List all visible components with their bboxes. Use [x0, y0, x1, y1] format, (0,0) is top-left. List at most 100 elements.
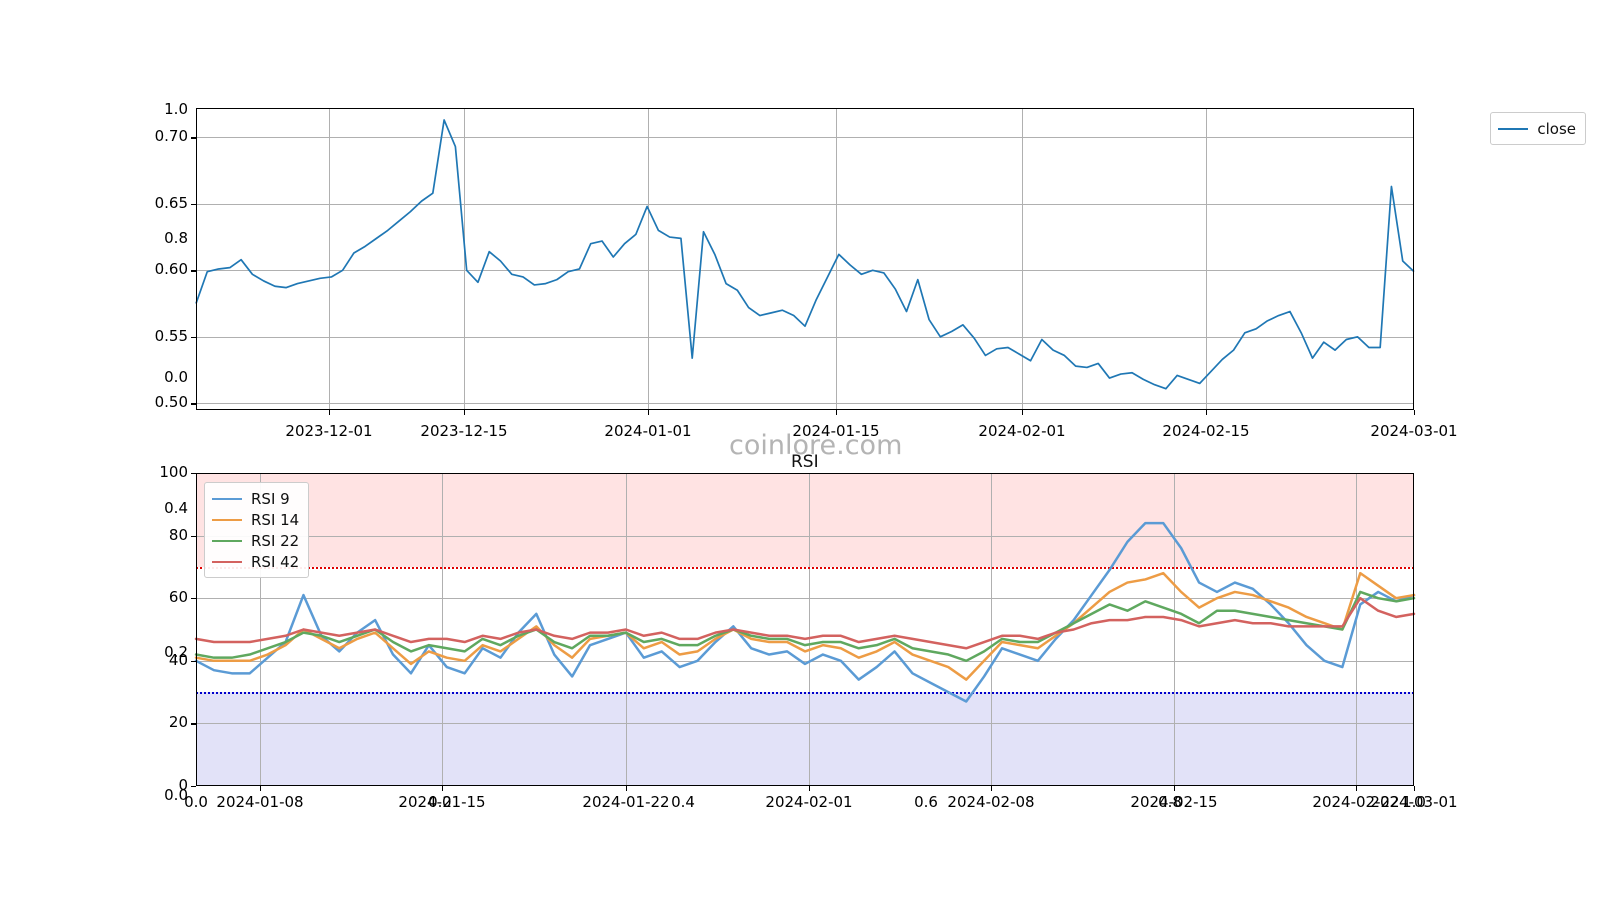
legend-line-swatch-icon [212, 539, 242, 542]
rsi-x-tick-label: 2024-01-22 [582, 793, 670, 811]
price-x-tickmark [836, 410, 838, 415]
rsi-y-tick-label: 80 [168, 525, 188, 544]
price-gridline-h [196, 270, 1414, 272]
rsi-gridline-v [1174, 473, 1175, 786]
price-line-close [195, 119, 1415, 390]
rsi-x-tick-label: 2024-02-01 [765, 793, 853, 811]
rsi-gridline-v [260, 473, 261, 786]
rsi-y-tickmark [191, 660, 196, 663]
rsi-x-tickmark [442, 786, 444, 791]
price-y-tickmark [191, 270, 196, 272]
rsi-y-tick-label-secondary: 0.4 [164, 499, 188, 517]
legend-line-swatch-icon [212, 518, 242, 521]
rsi-gridline-h [196, 535, 1414, 537]
price-legend-item[interactable]: close [1498, 118, 1576, 139]
rsi-line-rsi-14 [194, 571, 1416, 681]
price-y-tickmark [191, 137, 196, 139]
legend-label: RSI 22 [251, 531, 300, 550]
rsi-y-tickmark [191, 786, 196, 788]
rsi-x-tick-label: 2024-01-15 [398, 793, 486, 811]
price-y-tickmark [191, 203, 196, 206]
price-gridline-h [196, 137, 1414, 139]
rsi-line-rsi-22 [194, 590, 1416, 663]
price-x-tickmark [1206, 410, 1208, 415]
legend-line-swatch-icon [212, 497, 242, 500]
rsi-y-tick-label: 20 [168, 713, 188, 732]
legend-label: close [1537, 119, 1576, 138]
price-x-tick-label: 2024-01-01 [604, 422, 692, 440]
rsi-y-tickmark [191, 723, 196, 725]
rsi-x-tick-label: 2024-02-08 [947, 793, 1035, 811]
rsi-zone-band [196, 473, 1414, 567]
rsi-x-tickmark [260, 786, 262, 791]
price-gridline-v [1206, 108, 1207, 410]
rsi-x-tickmark [809, 786, 811, 791]
rsi-line-rsi-42 [194, 596, 1416, 650]
rsi-x-tick-label-secondary: 0.2 [428, 793, 452, 811]
rsi-x-tickmark [1356, 786, 1358, 791]
price-y-tick-label-secondary: 1.0 [164, 100, 188, 118]
price-chart-panel [195, 108, 1415, 410]
rsi-gridline-v [991, 473, 992, 786]
price-gridline-h [196, 403, 1414, 405]
price-x-tick-label: 2023-12-15 [420, 422, 508, 440]
price-y-tickmark [191, 336, 196, 339]
rsi-x-tickmark [626, 786, 628, 791]
rsi-gridline-h [196, 598, 1414, 600]
price-y-tick-label: 0.65 [154, 193, 188, 212]
price-y-tick-label-secondary: 0.8 [164, 229, 188, 247]
price-y-tick-label: 0.60 [154, 260, 188, 279]
price-series-plot [195, 119, 1415, 390]
price-y-tick-label: 0.55 [154, 326, 188, 345]
price-x-tickmark [1022, 410, 1024, 415]
rsi-y-tick-label: 60 [168, 588, 188, 607]
price-x-tickmark [329, 410, 331, 415]
rsi-gridline-h [196, 723, 1414, 725]
price-x-tick-label: 2024-02-01 [978, 422, 1066, 440]
rsi-x-tick-label: 2024-02-15 [1130, 793, 1218, 811]
rsi-x-tick-label-secondary: 0.0 [184, 793, 208, 811]
rsi-x-tick-label: 2024-02-22 [1312, 793, 1400, 811]
rsi-x-tickmark [1174, 786, 1176, 791]
rsi-legend[interactable]: RSI 9 RSI 14 RSI 22 RSI 42 [204, 482, 310, 578]
rsi-threshold-line [196, 566, 1414, 569]
rsi-gridline-v [809, 473, 810, 786]
rsi-legend-item[interactable]: RSI 9 [212, 488, 299, 509]
price-gridline-v [648, 108, 649, 410]
rsi-x-tick-label-secondary: 1.0 [1402, 793, 1426, 811]
rsi-panel-title: RSI [791, 452, 819, 472]
price-gridline-h [196, 336, 1414, 338]
price-gridline-v [1022, 108, 1023, 410]
rsi-x-tick-label: 2024-01-08 [216, 793, 304, 811]
price-y-tickmark [191, 403, 196, 405]
price-x-tick-label: 2024-01-15 [792, 422, 880, 440]
rsi-threshold-line [196, 692, 1414, 695]
rsi-legend-item[interactable]: RSI 14 [212, 509, 299, 530]
legend-label: RSI 9 [251, 489, 290, 508]
rsi-legend-item[interactable]: RSI 42 [212, 551, 299, 572]
price-legend[interactable]: close [1490, 112, 1586, 145]
rsi-chart-panel [194, 473, 1416, 786]
rsi-y-tickmark [191, 598, 196, 600]
rsi-gridline-v [1356, 473, 1357, 786]
price-y-tick-label: 0.50 [154, 393, 188, 412]
rsi-y-tick-label: 0 [178, 776, 188, 794]
legend-label: RSI 14 [251, 510, 300, 529]
price-gridline-v [464, 108, 465, 410]
rsi-line-rsi-9 [194, 521, 1416, 703]
price-x-tick-label: 2024-02-15 [1162, 422, 1250, 440]
rsi-y-tick-label-secondary: 0.0 [164, 786, 188, 804]
rsi-gridline-v [442, 473, 443, 786]
rsi-legend-item[interactable]: RSI 22 [212, 530, 299, 551]
rsi-y-tick-label-secondary: 0.2 [164, 643, 188, 661]
price-x-tick-label: 2023-12-01 [285, 422, 373, 440]
rsi-x-tick-label-secondary: 0.8 [1158, 793, 1182, 811]
rsi-y-tick-label: 40 [168, 650, 188, 669]
price-x-tickmark [648, 410, 650, 415]
rsi-y-tickmark [191, 535, 196, 537]
rsi-zone-band [196, 692, 1414, 786]
price-y-tick-label: 0.70 [154, 127, 188, 146]
price-x-tickmark [1414, 410, 1416, 415]
price-x-tickmark [464, 410, 466, 415]
